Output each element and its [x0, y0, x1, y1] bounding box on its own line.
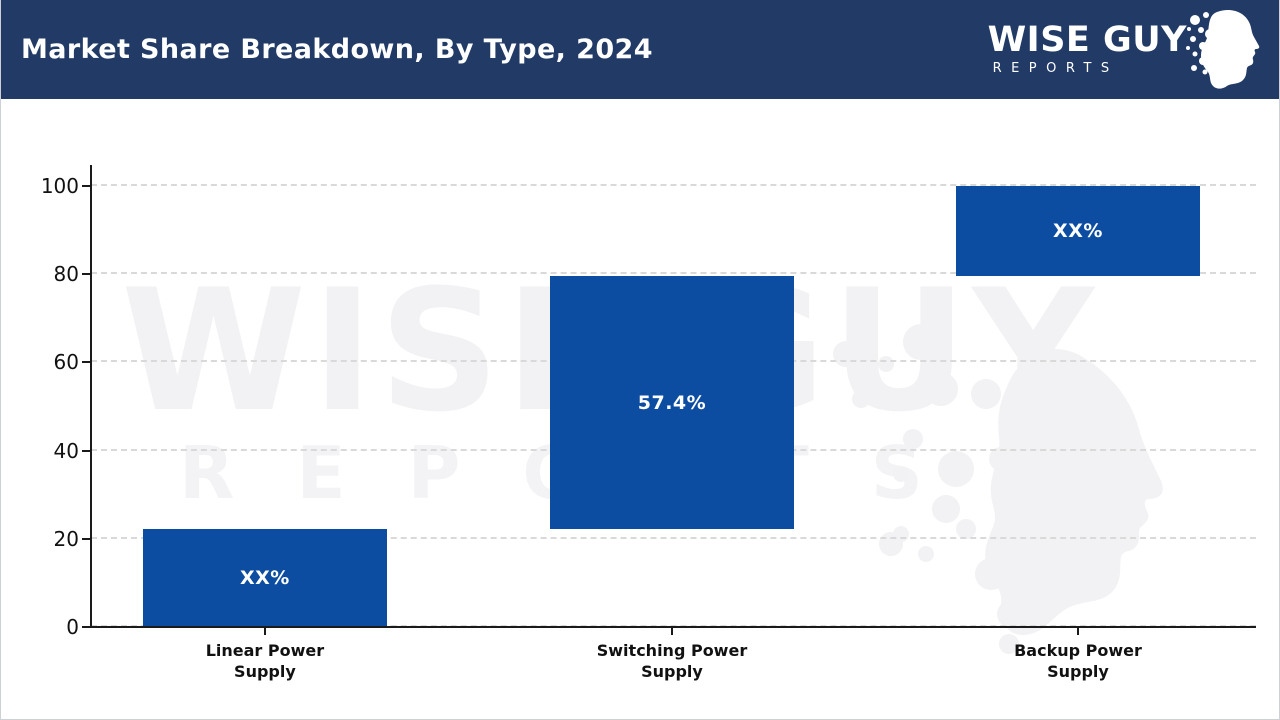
x-tick-1	[670, 628, 673, 635]
chart-region: WISE GUY REPORTS	[1, 99, 1279, 719]
gridline-100	[91, 184, 1256, 186]
y-tick-80	[82, 273, 91, 276]
x-category-label-line: Linear Power	[205, 641, 325, 660]
bar-backup-power-supply: XX%	[956, 186, 1200, 276]
y-tick-label-20: 20	[53, 526, 79, 551]
bar-switching-power-supply: 57.4%	[550, 275, 794, 530]
plot-scale: XX% 57.4% XX%	[91, 184, 1256, 627]
bar-value-label: XX%	[240, 567, 290, 590]
bar-value-label: XX%	[1053, 219, 1103, 242]
plot-area: XX% 57.4% XX% 0 20 40 60 80 100 Linear Power Supp…	[1, 99, 1279, 719]
y-tick-40	[82, 449, 91, 452]
x-category-label-line: Supply	[1047, 662, 1109, 681]
brand-logo-text: WISE GUY REPORTS	[987, 20, 1187, 77]
x-category-label-line: Backup Power	[1014, 641, 1142, 660]
brand-name: WISE GUY	[987, 20, 1187, 60]
y-tick-label-100: 100	[40, 174, 79, 198]
gridline-80	[91, 272, 1256, 275]
x-category-label-line: Supply	[234, 662, 296, 681]
y-tick-100	[82, 185, 91, 187]
bar-linear-power-supply: XX%	[142, 529, 387, 627]
y-tick-label-60: 60	[53, 350, 79, 375]
x-category-label-backup-power-supply: Backup Power Supply	[928, 640, 1228, 682]
x-axis-spine	[86, 626, 1256, 628]
y-tick-0	[82, 626, 91, 628]
gridline-20	[91, 536, 1256, 539]
y-tick-label-0: 0	[66, 615, 79, 639]
bar-value-label: 57.4%	[637, 391, 707, 414]
y-tick-60	[82, 361, 91, 364]
y-axis-spine	[90, 165, 92, 628]
x-category-label-line: Supply	[641, 662, 703, 681]
y-tick-label-40: 40	[53, 438, 79, 463]
brand-subtitle: REPORTS	[992, 61, 1119, 76]
page-title: Market Share Breakdown, By Type, 2024	[21, 34, 653, 65]
x-tick-2	[1076, 628, 1079, 635]
header-bar: Market Share Breakdown, By Type, 2024 WI…	[1, 0, 1279, 99]
brand-logo: WISE GUY REPORTS	[988, 6, 1269, 94]
x-category-label-switching-power-supply: Switching Power Supply	[522, 640, 822, 682]
y-tick-label-80: 80	[53, 262, 79, 287]
y-tick-20	[82, 537, 91, 540]
dotted-head-logo-icon	[1186, 9, 1260, 89]
x-category-label-linear-power-supply: Linear Power Supply	[115, 640, 415, 682]
x-category-label-line: Switching Power	[596, 641, 748, 660]
x-tick-0	[263, 628, 266, 635]
